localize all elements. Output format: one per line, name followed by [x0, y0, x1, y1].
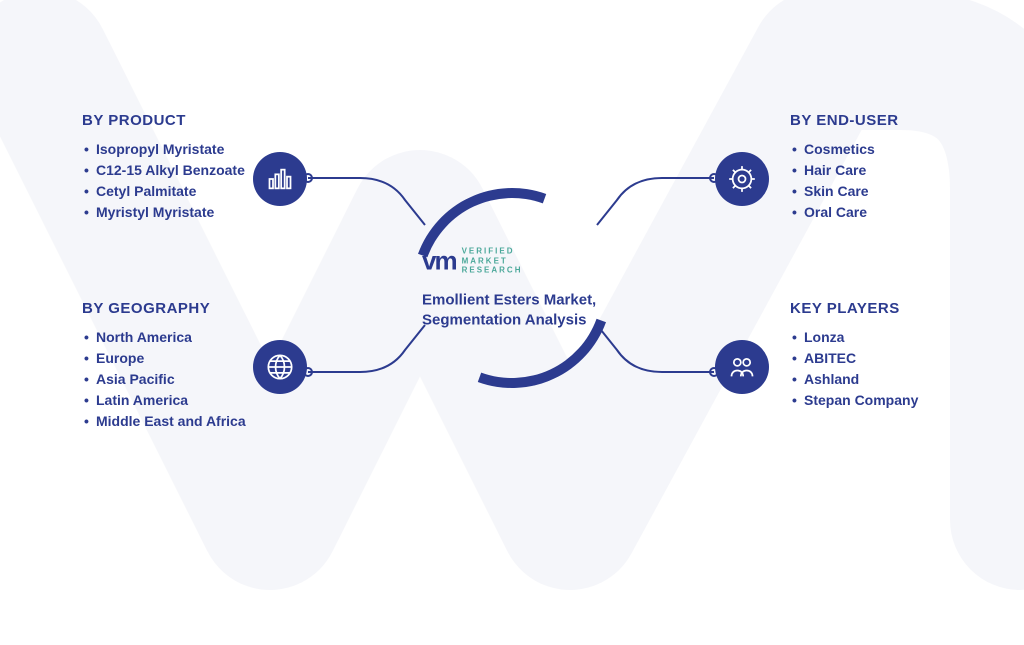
- list-item: C12-15 Alkyl Benzoate: [84, 160, 262, 181]
- list-item: Cetyl Palmitate: [84, 181, 262, 202]
- section-enduser: BY END-USER Cosmetics Hair Care Skin Car…: [790, 112, 970, 223]
- logo: vm VERIFIED MARKET RESEARCH: [422, 245, 602, 276]
- section-title: KEY PLAYERS: [790, 300, 990, 317]
- section-keyplayers: KEY PLAYERS Lonza ABITEC Ashland Stepan …: [790, 300, 990, 411]
- section-product: BY PRODUCT Isopropyl Myristate C12-15 Al…: [82, 112, 262, 223]
- list-item: Asia Pacific: [84, 369, 282, 390]
- infographic-container: vm VERIFIED MARKET RESEARCH Emollient Es…: [0, 0, 1024, 576]
- center-content: vm VERIFIED MARKET RESEARCH Emollient Es…: [422, 245, 602, 331]
- list-item: Lonza: [792, 327, 990, 348]
- section-title: BY GEOGRAPHY: [82, 300, 282, 317]
- geography-list: North America Europe Asia Pacific Latin …: [82, 327, 282, 432]
- section-title: BY END-USER: [790, 112, 970, 129]
- list-item: North America: [84, 327, 282, 348]
- center-title: Emollient Esters Market, Segmentation An…: [422, 290, 602, 331]
- logo-text: VERIFIED MARKET RESEARCH: [462, 246, 523, 275]
- people-icon: [715, 340, 769, 394]
- list-item: Isopropyl Myristate: [84, 139, 262, 160]
- list-item: Myristyl Myristate: [84, 202, 262, 223]
- center-hub: vm VERIFIED MARKET RESEARCH Emollient Es…: [392, 168, 632, 408]
- list-item: Hair Care: [792, 160, 970, 181]
- list-item: Cosmetics: [792, 139, 970, 160]
- list-item: ABITEC: [792, 348, 990, 369]
- section-title: BY PRODUCT: [82, 112, 262, 129]
- list-item: Stepan Company: [792, 390, 990, 411]
- list-item: Europe: [84, 348, 282, 369]
- list-item: Skin Care: [792, 181, 970, 202]
- list-item: Latin America: [84, 390, 282, 411]
- list-item: Middle East and Africa: [84, 411, 282, 432]
- keyplayers-list: Lonza ABITEC Ashland Stepan Company: [790, 327, 990, 411]
- section-geography: BY GEOGRAPHY North America Europe Asia P…: [82, 300, 282, 432]
- enduser-list: Cosmetics Hair Care Skin Care Oral Care: [790, 139, 970, 223]
- list-item: Ashland: [792, 369, 990, 390]
- gear-icon: [715, 152, 769, 206]
- logo-mark: vm: [422, 245, 456, 276]
- product-list: Isopropyl Myristate C12-15 Alkyl Benzoat…: [82, 139, 262, 223]
- list-item: Oral Care: [792, 202, 970, 223]
